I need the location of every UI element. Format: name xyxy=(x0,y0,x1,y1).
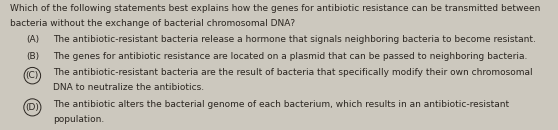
Text: The antibiotic-resistant bacteria release a hormone that signals neighboring bac: The antibiotic-resistant bacteria releas… xyxy=(53,35,536,44)
Text: (D): (D) xyxy=(26,103,39,112)
Text: population.: population. xyxy=(53,115,104,124)
Text: (C): (C) xyxy=(26,71,39,80)
Text: DNA to neutralize the antibiotics.: DNA to neutralize the antibiotics. xyxy=(53,83,204,92)
Text: (A): (A) xyxy=(26,35,39,44)
Text: The antibiotic alters the bacterial genome of each bacterium, which results in a: The antibiotic alters the bacterial geno… xyxy=(53,100,509,109)
Text: (B): (B) xyxy=(26,52,39,61)
Text: The genes for antibiotic resistance are located on a plasmid that can be passed : The genes for antibiotic resistance are … xyxy=(53,52,527,61)
Text: The antibiotic-resistant bacteria are the result of bacteria that specifically m: The antibiotic-resistant bacteria are th… xyxy=(53,68,533,77)
Text: Which of the following statements best explains how the genes for antibiotic res: Which of the following statements best e… xyxy=(10,4,540,13)
Text: bacteria without the exchange of bacterial chromosomal DNA?: bacteria without the exchange of bacteri… xyxy=(10,19,295,28)
